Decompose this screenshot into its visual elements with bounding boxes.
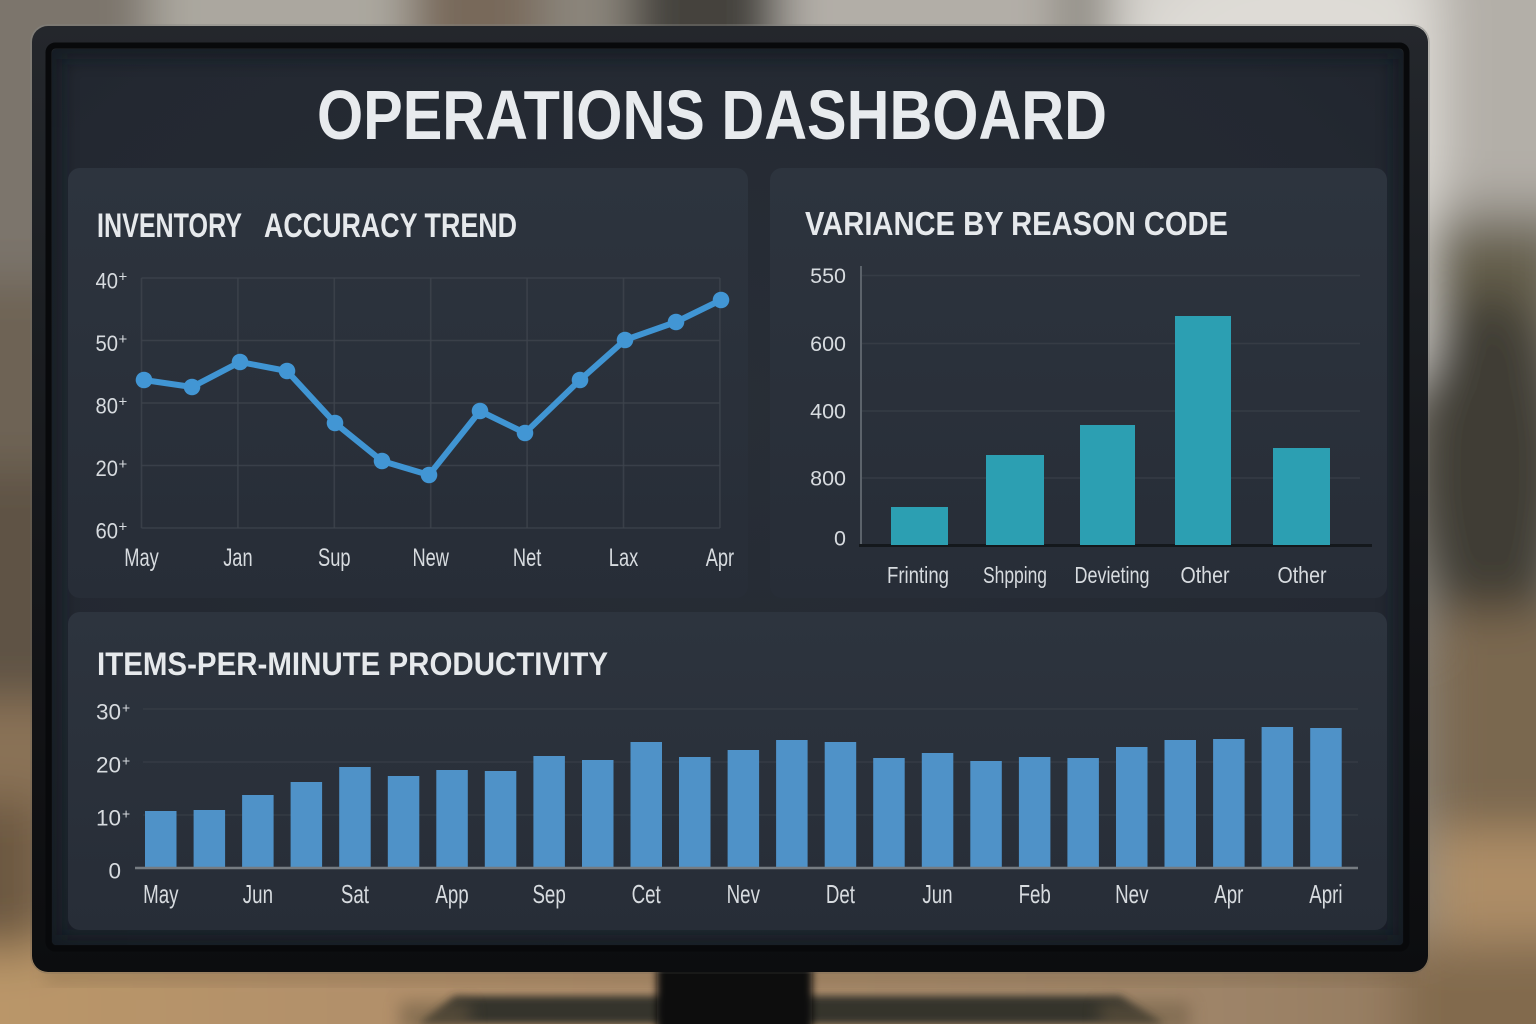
svg-text:Nev: Nev — [1115, 879, 1148, 909]
svg-text:Feb: Feb — [1019, 879, 1051, 909]
svg-text:May: May — [143, 879, 178, 909]
svg-text:ITEMS-PER-MINUTE PRODUCTIVITY: ITEMS-PER-MINUTE PRODUCTIVITY — [97, 646, 608, 682]
svg-text:Det: Det — [826, 879, 856, 909]
svg-text:Frinting: Frinting — [887, 562, 949, 588]
svg-text:Apr: Apr — [706, 544, 734, 572]
svg-text:10: 10 — [96, 806, 121, 831]
svg-text:+: + — [119, 394, 128, 411]
svg-text:0: 0 — [834, 527, 846, 551]
svg-text:Sat: Sat — [341, 879, 370, 909]
svg-text:0: 0 — [108, 859, 121, 884]
svg-text:400: 400 — [810, 400, 846, 424]
svg-text:Jun: Jun — [922, 879, 952, 909]
svg-text:Devieting: Devieting — [1075, 562, 1150, 588]
svg-text:550: 550 — [810, 264, 846, 288]
svg-text:800: 800 — [810, 467, 846, 491]
svg-text:+: + — [119, 519, 128, 536]
svg-text:May: May — [124, 544, 159, 572]
svg-text:Lax: Lax — [609, 544, 639, 572]
svg-text:Sep: Sep — [532, 879, 565, 909]
svg-text:Jan: Jan — [223, 544, 252, 572]
svg-text:Net: Net — [513, 544, 541, 572]
svg-text:20: 20 — [96, 456, 119, 481]
svg-text:+: + — [119, 331, 128, 348]
svg-text:Jun: Jun — [243, 879, 273, 909]
svg-text:40: 40 — [96, 269, 119, 294]
svg-text:Other: Other — [1278, 562, 1327, 588]
svg-text:VARIANCE BY REASON CODE: VARIANCE BY REASON CODE — [805, 205, 1228, 242]
svg-text:Sup: Sup — [318, 544, 351, 572]
svg-text:+: + — [119, 269, 128, 286]
svg-text:60: 60 — [96, 519, 119, 544]
svg-text:OPERATIONS DASHBOARD: OPERATIONS DASHBOARD — [317, 76, 1107, 154]
svg-text:600: 600 — [810, 332, 846, 356]
svg-text:+: + — [122, 700, 130, 716]
svg-text:Cet: Cet — [632, 879, 662, 909]
svg-text:Other: Other — [1181, 562, 1230, 588]
svg-text:ACCURACY TREND: ACCURACY TREND — [264, 207, 517, 245]
svg-text:Apri: Apri — [1309, 879, 1342, 909]
svg-text:+: + — [122, 753, 130, 769]
svg-text:80: 80 — [96, 394, 119, 419]
svg-text:+: + — [119, 456, 128, 473]
svg-text:30: 30 — [96, 700, 121, 725]
svg-text:INVENTORY: INVENTORY — [97, 207, 242, 245]
svg-text:App: App — [435, 879, 468, 909]
svg-text:50: 50 — [96, 331, 119, 356]
svg-text:New: New — [412, 544, 449, 572]
svg-text:Apr: Apr — [1214, 879, 1243, 909]
svg-text:20: 20 — [96, 753, 121, 778]
svg-text:+: + — [122, 806, 130, 822]
svg-text:Nev: Nev — [727, 879, 760, 909]
svg-text:Shpping: Shpping — [983, 562, 1047, 588]
